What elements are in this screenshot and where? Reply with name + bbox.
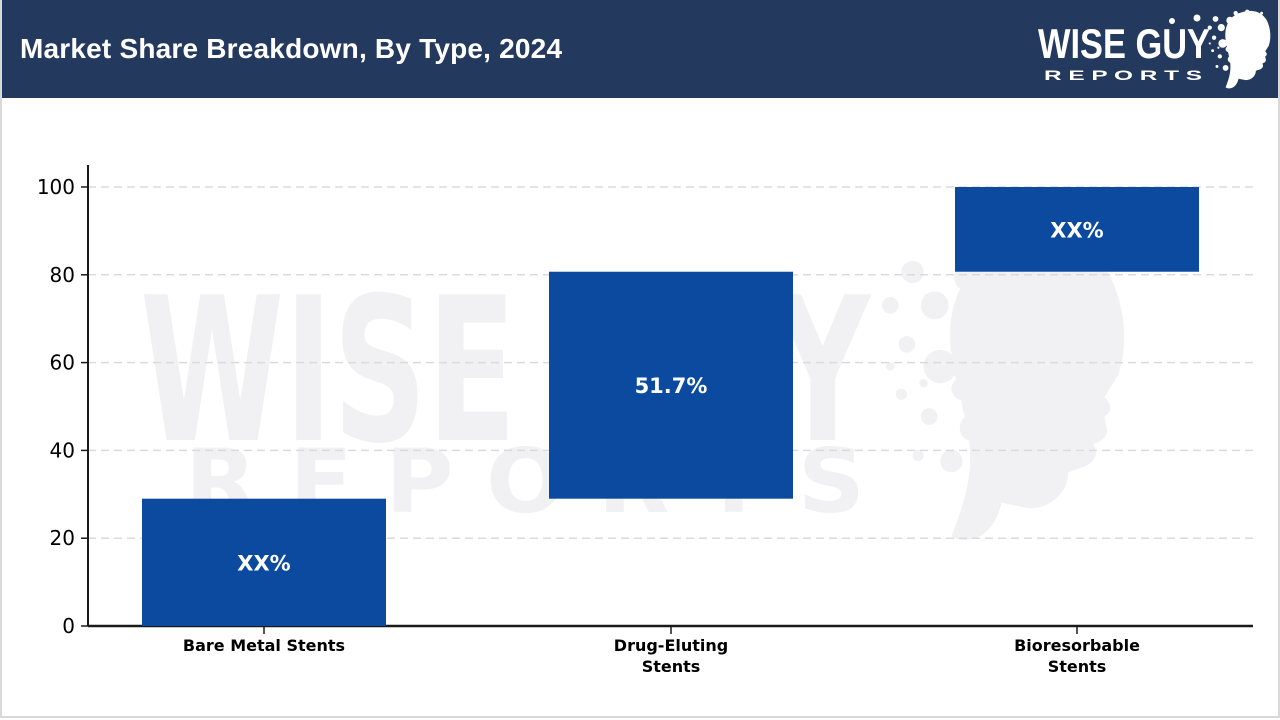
category-label: Drug-Eluting [614, 636, 728, 655]
bar-value-label: XX% [1050, 218, 1103, 242]
y-tick-label: 100 [37, 175, 75, 199]
watermark-head-icon [881, 235, 1125, 540]
logo-reports-text: R E P O R T S [1044, 67, 1202, 83]
page-title: Market Share Breakdown, By Type, 2024 [20, 33, 563, 64]
bar-bioresorbable-stents [955, 187, 1199, 272]
category-label: Bioresorbable [1014, 636, 1140, 655]
y-tick-label: 80 [50, 263, 75, 287]
bar-value-label: XX% [237, 551, 290, 575]
category-label: Stents [1048, 657, 1107, 676]
y-tick-label: 40 [50, 438, 75, 462]
y-tick-label: 20 [50, 526, 75, 550]
category-label: Stents [642, 657, 701, 676]
category-label: Bare Metal Stents [183, 636, 345, 655]
bar-value-label: 51.7% [635, 374, 708, 398]
y-tick-label: 0 [62, 614, 75, 638]
bar-bare-metal-stents [142, 498, 386, 626]
logo-dot-icon [1193, 14, 1201, 22]
y-tick-label: 60 [50, 351, 75, 375]
brand-logo: WISE GUY R E P O R T S [998, 0, 1278, 98]
header-bar: Market Share Breakdown, By Type, 2024 WI… [0, 0, 1280, 98]
logo-wordmark: WISE GUY [1038, 20, 1210, 67]
bar-drug-eluting-stents [549, 271, 793, 499]
logo-dot-icon [1169, 18, 1175, 24]
brand-logo-graphic: WISE GUY R E P O R T S [1038, 9, 1271, 89]
